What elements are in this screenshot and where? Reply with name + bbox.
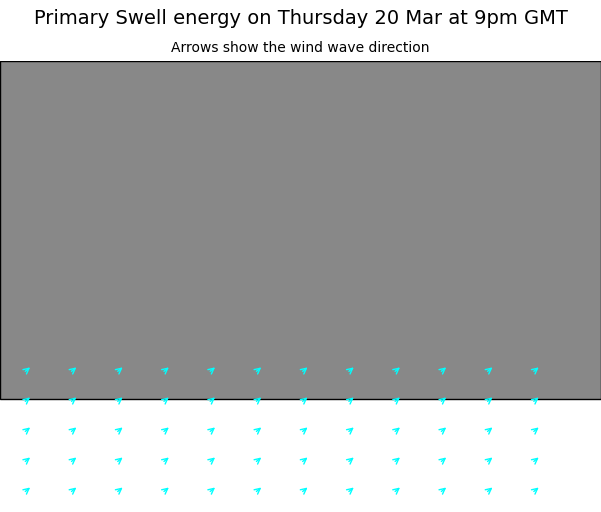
Text: Primary Swell energy on Thursday 20 Mar at 9pm GMT: Primary Swell energy on Thursday 20 Mar …: [34, 9, 567, 28]
Text: Arrows show the wind wave direction: Arrows show the wind wave direction: [171, 41, 430, 55]
Bar: [0, 61, 601, 399]
